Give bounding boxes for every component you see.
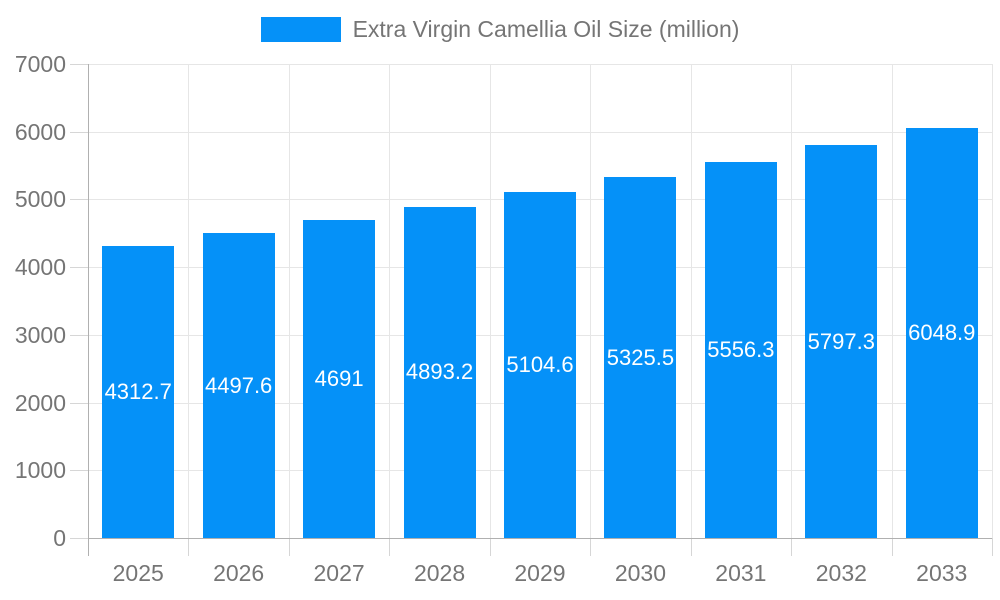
x-axis-tick	[288, 538, 290, 556]
bar-value-label: 4893.2	[405, 359, 474, 385]
gridline-vertical	[489, 64, 491, 538]
y-axis-tick-label: 2000	[14, 389, 66, 416]
bar-value-label: 6048.9	[908, 320, 976, 346]
x-axis-tick-label: 2031	[715, 560, 767, 586]
y-axis-tick	[70, 402, 88, 404]
y-axis-tick	[70, 131, 88, 133]
y-axis-tick-label: 3000	[14, 321, 66, 348]
gridline-vertical	[791, 64, 793, 538]
y-axis-tick-label: 7000	[14, 51, 66, 77]
y-axis-tick	[70, 334, 88, 336]
bar-value-label: 5797.3	[807, 328, 875, 354]
bar-value-label: 4691	[314, 366, 364, 392]
x-axis-tick	[389, 538, 391, 556]
gridline-vertical	[389, 64, 391, 538]
x-axis-tick-label: 2032	[815, 560, 867, 586]
y-axis-tick-label: 6000	[14, 118, 66, 145]
x-axis-tick-label: 2029	[514, 560, 566, 586]
x-axis-tick	[992, 538, 993, 556]
bar-2028: 4893.2	[403, 206, 476, 538]
gridline-horizontal	[88, 131, 992, 133]
bar-2032: 5797.3	[805, 145, 878, 538]
legend-item[interactable]: Extra Virgin Camellia Oil Size (million)	[0, 16, 1000, 43]
legend-swatch	[260, 17, 341, 42]
x-axis-tick	[188, 538, 190, 556]
bar-value-label: 4497.6	[205, 372, 273, 398]
x-axis-tick	[590, 538, 592, 556]
bar-2027: 4691	[303, 220, 376, 538]
y-axis-tick-label: 1000	[14, 457, 66, 484]
gridline-vertical	[992, 64, 993, 538]
gridline-vertical	[188, 64, 190, 538]
x-axis-tick-label: 2026	[213, 560, 265, 586]
gridline-vertical	[891, 64, 893, 538]
y-axis-tick	[70, 199, 88, 201]
x-axis-tick-label: 2028	[413, 560, 466, 586]
y-axis-tick-label: 5000	[14, 186, 66, 213]
bar-2031: 5556.3	[704, 161, 777, 538]
bar-2030: 5325.5	[604, 177, 677, 538]
bar-value-label: 5325.5	[606, 344, 675, 370]
legend-label: Extra Virgin Camellia Oil Size (million)	[352, 16, 740, 42]
gridline-vertical	[690, 64, 692, 538]
bar-2033: 6048.9	[905, 128, 978, 538]
gridline-vertical	[288, 64, 290, 538]
x-axis-tick	[891, 538, 893, 556]
y-axis-tick	[70, 470, 88, 472]
x-axis-tick-label: 2027	[313, 560, 365, 586]
x-axis-tick-label: 2033	[916, 560, 968, 586]
y-axis-tick	[70, 267, 88, 269]
y-axis-tick	[70, 538, 88, 539]
x-axis-tick-label: 2030	[614, 560, 667, 586]
bar-value-label: 4312.7	[104, 378, 172, 404]
x-axis-tick	[489, 538, 491, 556]
bar-2026: 4497.6	[202, 233, 275, 538]
gridline-horizontal	[88, 64, 992, 65]
gridline-vertical	[590, 64, 592, 538]
bar-2025: 4312.7	[102, 245, 175, 538]
x-axis-tick	[791, 538, 793, 556]
x-axis-tick	[690, 538, 692, 556]
bar-2029: 5104.6	[504, 192, 576, 538]
y-axis-tick-label: 0	[53, 525, 66, 551]
x-axis-line	[88, 538, 992, 539]
y-axis-tick-label: 4000	[14, 254, 66, 281]
x-axis-tick-label: 2025	[112, 560, 164, 586]
bar-value-label: 5104.6	[506, 352, 574, 378]
y-axis-line	[88, 64, 89, 556]
y-axis-tick	[70, 64, 88, 65]
bar-value-label: 5556.3	[707, 336, 775, 362]
